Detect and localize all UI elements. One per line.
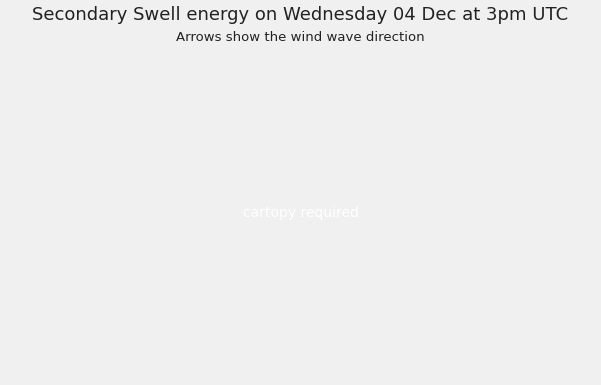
Text: Secondary Swell energy on Wednesday 04 Dec at 3pm UTC: Secondary Swell energy on Wednesday 04 D… (32, 7, 569, 24)
Text: Arrows show the wind wave direction: Arrows show the wind wave direction (176, 31, 425, 44)
Text: cartopy required: cartopy required (243, 206, 358, 219)
